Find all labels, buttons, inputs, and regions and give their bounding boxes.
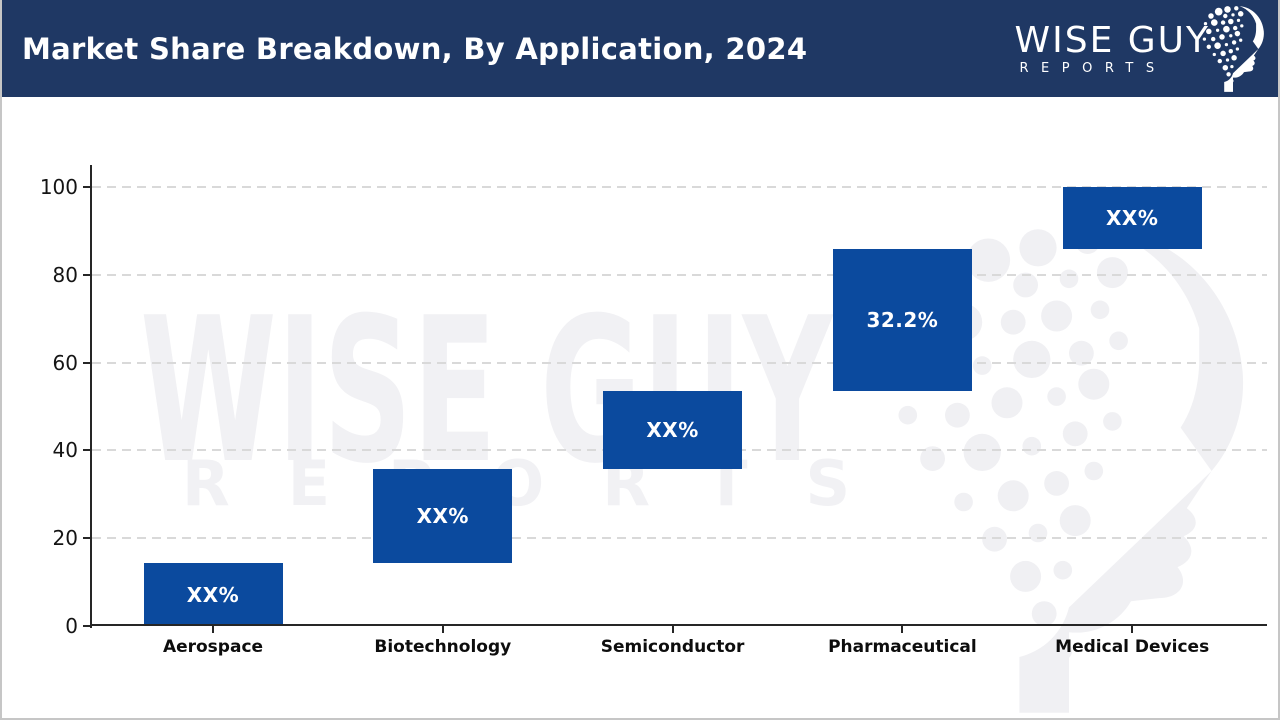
bar-biotechnology: XX% xyxy=(373,468,513,564)
x-category-label-medical-devices: Medical Devices xyxy=(1055,637,1210,657)
logo-face-icon xyxy=(1202,6,1264,92)
page-title: Market Share Breakdown, By Application, … xyxy=(22,31,808,66)
gridline-60 xyxy=(92,361,1267,364)
x-axis-line xyxy=(90,624,1267,626)
y-tick-0 xyxy=(83,625,90,627)
gridline-20 xyxy=(92,537,1267,540)
bar-aerospace: XX% xyxy=(143,563,283,626)
y-tick-100 xyxy=(83,186,90,188)
bar-semiconductor: XX% xyxy=(603,390,743,469)
logo-wordmark: WISE GUY REPORTS xyxy=(1015,22,1211,76)
y-tick-label-80: 80 xyxy=(52,262,78,287)
x-tick-medical-devices xyxy=(1131,626,1134,633)
bar-value-label-medical-devices: XX% xyxy=(1105,206,1159,231)
brand-logo: WISE GUY REPORTS xyxy=(1015,4,1267,94)
x-tick-pharmaceutical xyxy=(901,626,904,633)
gridline-100 xyxy=(92,186,1267,188)
bar-medical-devices: XX% xyxy=(1062,187,1202,250)
bar-value-label-aerospace: XX% xyxy=(186,582,240,607)
y-axis-line xyxy=(90,165,92,628)
bar-pharmaceutical: 32.2% xyxy=(832,249,972,391)
x-category-label-pharmaceutical: Pharmaceutical xyxy=(828,637,977,657)
bar-value-label-pharmaceutical: 32.2% xyxy=(866,308,939,333)
logo-text-reports: REPORTS xyxy=(1019,60,1167,76)
y-tick-label-40: 40 xyxy=(52,438,78,463)
y-tick-label-100: 100 xyxy=(39,175,78,199)
y-tick-label-0: 0 xyxy=(65,614,78,638)
y-tick-label-20: 20 xyxy=(52,526,78,551)
x-category-label-aerospace: Aerospace xyxy=(162,637,264,657)
x-category-label-biotechnology: Biotechnology xyxy=(374,637,512,657)
plot-area: XX% XX% XX% 32.2% XX% xyxy=(92,165,1267,626)
gridline-80 xyxy=(92,273,1267,276)
bar-value-label-semiconductor: XX% xyxy=(646,417,699,442)
x-tick-biotechnology xyxy=(441,626,444,633)
y-tick-80 xyxy=(83,273,90,276)
header-bar: Market Share Breakdown, By Application, … xyxy=(2,0,1278,97)
y-tick-40 xyxy=(83,449,90,452)
logo-text-wiseguy: WISE GUY xyxy=(1014,20,1210,62)
x-tick-semiconductor xyxy=(671,626,674,633)
chart-area: WISE GUY REPORTS XX% XX% XX% 32.2% XX% 0 20 40… xyxy=(2,97,1278,718)
y-tick-20 xyxy=(83,537,90,540)
y-tick-60 xyxy=(83,361,90,364)
bar-value-label-biotechnology: XX% xyxy=(416,504,469,529)
x-tick-aerospace xyxy=(212,626,214,633)
y-tick-label-60: 60 xyxy=(52,350,78,375)
x-category-label-semiconductor: Semiconductor xyxy=(600,637,745,657)
